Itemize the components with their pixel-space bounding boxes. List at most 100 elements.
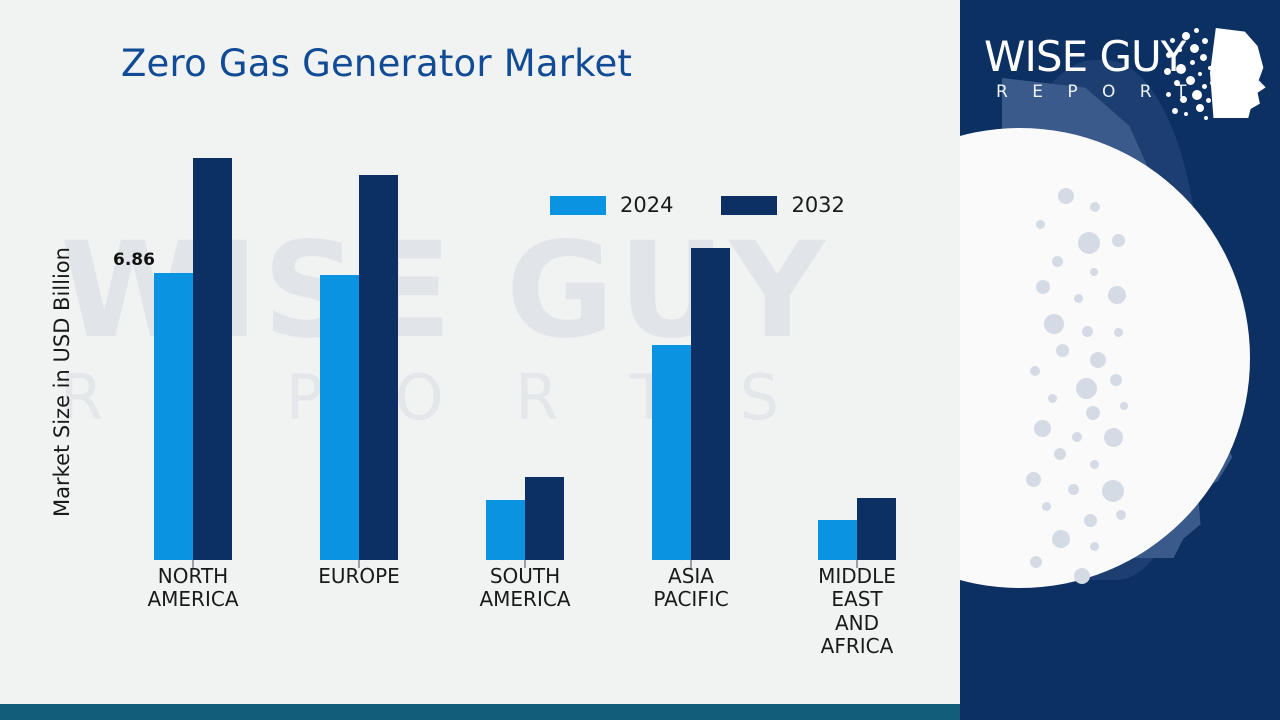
decorative-dot: [1116, 510, 1126, 520]
legend-label-2032: 2032: [791, 193, 845, 217]
logo-dot: [1170, 38, 1175, 43]
decorative-dot: [1090, 268, 1098, 276]
logo-dot: [1166, 52, 1172, 58]
decorative-dot: [1030, 366, 1040, 376]
bar-2024[interactable]: [486, 500, 525, 560]
decorative-dot: [1048, 394, 1057, 403]
x-axis-tick-labels: NORTH AMERICA EUROPE SOUTH AMERICA ASIA PACIFI…: [110, 564, 940, 659]
bar-group: [442, 120, 608, 568]
decorative-dot: [1058, 188, 1074, 204]
logo-dot: [1190, 60, 1195, 65]
logo-dot: [1194, 28, 1199, 33]
decorative-dot: [1036, 220, 1045, 229]
chart-panel: WISE GUY R E P O R T S Zero Gas Generato…: [0, 42, 960, 720]
decorative-dot: [1044, 314, 1064, 334]
decorative-dot: [1104, 428, 1123, 447]
decorative-dot: [1082, 326, 1093, 337]
bar-pair: [154, 158, 232, 560]
bar-group: [774, 120, 940, 568]
decorative-dot: [1042, 502, 1051, 511]
x-axis-tick: [192, 560, 194, 568]
logo-head-icon: [1164, 24, 1274, 120]
decorative-dot: [1054, 448, 1066, 460]
decorative-dot: [1102, 480, 1124, 502]
decorative-dot: [1034, 420, 1051, 437]
decorative-dot: [1110, 374, 1122, 386]
decorative-dot: [1052, 530, 1070, 548]
decorative-dot: [1090, 460, 1099, 469]
decorative-dot: [1078, 232, 1100, 254]
logo-dot: [1186, 76, 1195, 85]
legend-swatch-2024: [550, 195, 606, 215]
logo-dot: [1204, 116, 1208, 120]
x-axis-tick: [358, 560, 360, 568]
decorative-dot: [1074, 294, 1083, 303]
legend-swatch-2032: [721, 195, 778, 215]
bar-group: [276, 120, 442, 568]
brand-panel: WISE GUY R E P O R T S: [960, 0, 1280, 720]
decorative-dot: [1084, 514, 1097, 527]
decorative-dot: [1114, 328, 1123, 337]
decorative-dot: [1090, 202, 1100, 212]
logo-dot: [1208, 66, 1212, 70]
logo-dot: [1196, 104, 1204, 112]
bar-group: [608, 120, 774, 568]
chart-legend: 2024 2032: [550, 193, 845, 217]
x-axis-tick-label: EUROPE: [318, 564, 400, 588]
decorative-dot: [1068, 484, 1079, 495]
legend-item-2032[interactable]: 2032: [721, 193, 845, 217]
bar-2032[interactable]: [193, 158, 232, 560]
footer-accent-bar: [0, 704, 960, 720]
decorative-dot: [1076, 378, 1097, 399]
decorative-dot: [1036, 280, 1050, 294]
decorative-dot: [1090, 352, 1106, 368]
bar-2032[interactable]: [525, 477, 564, 560]
x-axis-tick-label: ASIA PACIFIC: [653, 564, 729, 612]
logo-dot: [1200, 54, 1207, 61]
bar-2032[interactable]: [359, 175, 398, 560]
bar-2024[interactable]: [818, 520, 857, 560]
logo-dot: [1180, 96, 1187, 103]
x-axis-tick: [856, 560, 858, 568]
logo-primary-text: WISE GUY: [984, 32, 1186, 81]
logo-dot: [1190, 44, 1199, 53]
decorative-dot: [1052, 256, 1063, 267]
logo-dot: [1172, 108, 1178, 114]
legend-label-2024: 2024: [620, 193, 674, 217]
decorative-dot: [1112, 234, 1125, 247]
logo-dot: [1192, 90, 1202, 100]
logo[interactable]: WISE GUY R E P O R T S: [984, 28, 1266, 120]
logo-dot: [1206, 98, 1211, 103]
logo-dot: [1164, 68, 1171, 75]
decorative-dot: [1074, 568, 1090, 584]
bar-2032[interactable]: [857, 498, 896, 560]
x-axis-tick: [524, 560, 526, 568]
bar-chart: Market Size in USD Billion 2024 2032 6.8…: [50, 120, 940, 659]
logo-dot: [1176, 64, 1186, 74]
x-axis-tick-label: NORTH AMERICA: [147, 564, 239, 612]
x-axis-tick-label: MIDDLE EAST AND AFRICA: [818, 564, 896, 659]
logo-dot: [1182, 32, 1190, 40]
decorative-dot: [1108, 286, 1126, 304]
logo-dot: [1166, 92, 1171, 97]
logo-dot: [1202, 38, 1208, 44]
decorative-dot: [1086, 406, 1100, 420]
logo-dot: [1178, 48, 1182, 52]
decorative-dot: [1030, 556, 1042, 568]
bar-pair: [818, 498, 896, 560]
x-axis-tick: [690, 560, 692, 568]
page-title: Zero Gas Generator Market: [121, 42, 633, 85]
x-axis-tick-label: SOUTH AMERICA: [479, 564, 571, 612]
bar-2032[interactable]: [691, 248, 730, 560]
logo-dot: [1174, 80, 1180, 86]
logo-face-shape: [1210, 28, 1266, 118]
decorative-dot: [1090, 542, 1099, 551]
legend-item-2024[interactable]: 2024: [550, 193, 673, 217]
bar-2024[interactable]: [154, 273, 193, 560]
y-axis-label: Market Size in USD Billion: [50, 247, 74, 517]
bar-pair: [486, 477, 564, 560]
bar-2024[interactable]: [320, 275, 359, 560]
bar-2024[interactable]: [652, 345, 691, 560]
decorative-dot: [1072, 432, 1082, 442]
